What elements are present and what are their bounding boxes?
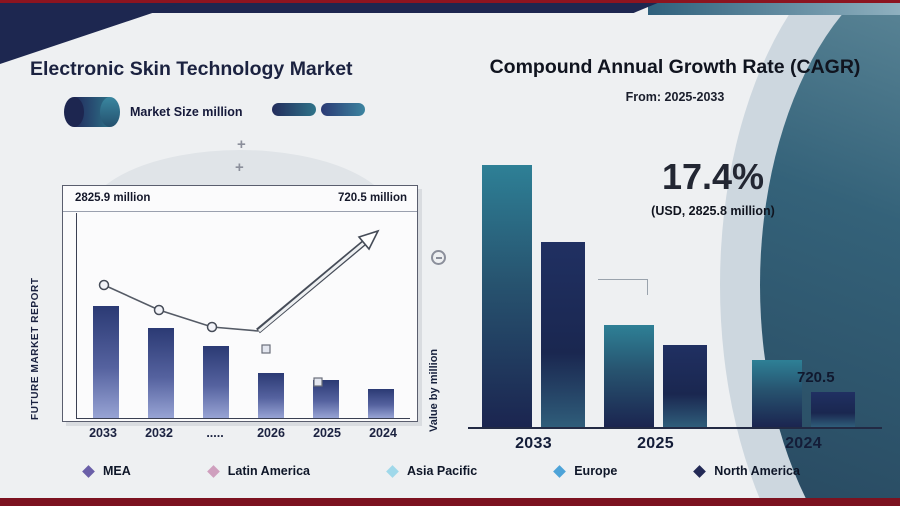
watermark-text: FUTURE MARKET REPORT	[30, 277, 41, 420]
x-tick-label: 2032	[145, 426, 173, 440]
cagr-bar	[752, 360, 802, 427]
cylinder-right-cap	[100, 97, 120, 127]
cagr-detail: (USD, 2825.8 million)	[651, 204, 775, 218]
pill-shape	[272, 103, 316, 116]
market-bar	[367, 389, 394, 418]
legend-label: MEA	[103, 464, 131, 478]
market-size-legend-label: Market Size million	[130, 105, 243, 119]
market-bar	[312, 380, 339, 418]
legend-label: North America	[714, 464, 800, 478]
region-legend: MEA Latin America Asia Pacific Europe North …	[82, 464, 800, 478]
pill-decorations	[272, 103, 365, 116]
bar-group: 2033	[482, 165, 585, 452]
market-bar	[257, 373, 284, 418]
cagr-value: 17.4%	[661, 156, 765, 197]
cagr-title: Compound Annual Growth Rate (CAGR)	[489, 56, 861, 78]
annotation-left: 2825.9 million	[75, 192, 151, 204]
diamond-icon	[553, 464, 567, 478]
step-line-decoration	[598, 279, 648, 295]
diamond-icon	[693, 464, 707, 478]
top-red-strip	[0, 0, 900, 3]
circle-minus-icon	[431, 250, 446, 265]
market-bars	[76, 213, 410, 419]
cagr-bar	[541, 242, 585, 427]
x-tick-label: 2025	[313, 426, 341, 440]
bar-slot	[353, 389, 408, 418]
legend-item: Asia Pacific	[386, 464, 478, 478]
bottom-red-strip	[0, 498, 900, 506]
x-tick-label: 2033	[515, 435, 552, 452]
market-bar	[148, 328, 175, 418]
cagr-block: 17.4% (USD, 2825.8 million)	[606, 156, 820, 218]
bar-value-label: 720.5	[797, 369, 835, 386]
plus-icon	[237, 136, 246, 153]
market-bar	[93, 306, 120, 418]
bar-slot	[134, 328, 189, 418]
cagr-bar	[482, 165, 532, 427]
bar-slot	[79, 306, 134, 418]
x-tick-label: 2024	[785, 435, 822, 452]
bar-slot	[189, 346, 244, 418]
annotation-right: 720.5 million	[337, 192, 407, 204]
bar-slot	[298, 380, 353, 418]
plus-icon	[235, 159, 244, 176]
legend-label: Asia Pacific	[407, 464, 478, 478]
top-navy-band	[0, 2, 660, 13]
corner-triangle	[0, 2, 185, 64]
x-tick-label: 2026	[257, 426, 285, 440]
legend-item: Europe	[553, 464, 618, 478]
legend-label: Latin America	[227, 464, 310, 478]
y-axis-label: Value by million	[428, 348, 440, 432]
cylinder-icon	[64, 97, 120, 127]
x-tick-label: 2033	[89, 426, 117, 440]
bar-group: 2025	[604, 325, 707, 452]
cagr-bar	[604, 325, 654, 427]
x-axis-line	[468, 427, 882, 429]
x-tick-label: .....	[206, 426, 224, 440]
legend-item: North America	[693, 464, 800, 478]
cagr-bar	[663, 345, 707, 427]
cagr-subtitle: From: 2025-2033	[625, 90, 725, 104]
x-tick-label: 2024	[369, 426, 397, 440]
legend-item: MEA	[82, 464, 131, 478]
diamond-icon	[386, 464, 399, 478]
market-x-labels: 2033 2032..... 2026 2025 2024	[75, 426, 411, 440]
market-size-chart-panel: 2825.9 million 720.5 million	[62, 185, 418, 422]
page-title: Electronic Skin Technology Market	[30, 58, 353, 80]
pill-shape	[321, 103, 365, 116]
legend-item: Latin America	[206, 464, 310, 478]
diamond-icon	[206, 464, 220, 478]
diamond-icon	[82, 464, 95, 478]
chart-annotation-row: 2825.9 million 720.5 million	[63, 186, 417, 212]
top-teal-band	[648, 2, 900, 15]
cylinder-left-cap	[64, 97, 84, 127]
cagr-bar	[811, 392, 855, 427]
bar-slot	[243, 373, 298, 418]
legend-label: Europe	[574, 464, 618, 478]
x-tick-label: 2025	[637, 435, 674, 452]
bar-group: 2024	[752, 360, 855, 452]
market-bar	[203, 346, 230, 418]
